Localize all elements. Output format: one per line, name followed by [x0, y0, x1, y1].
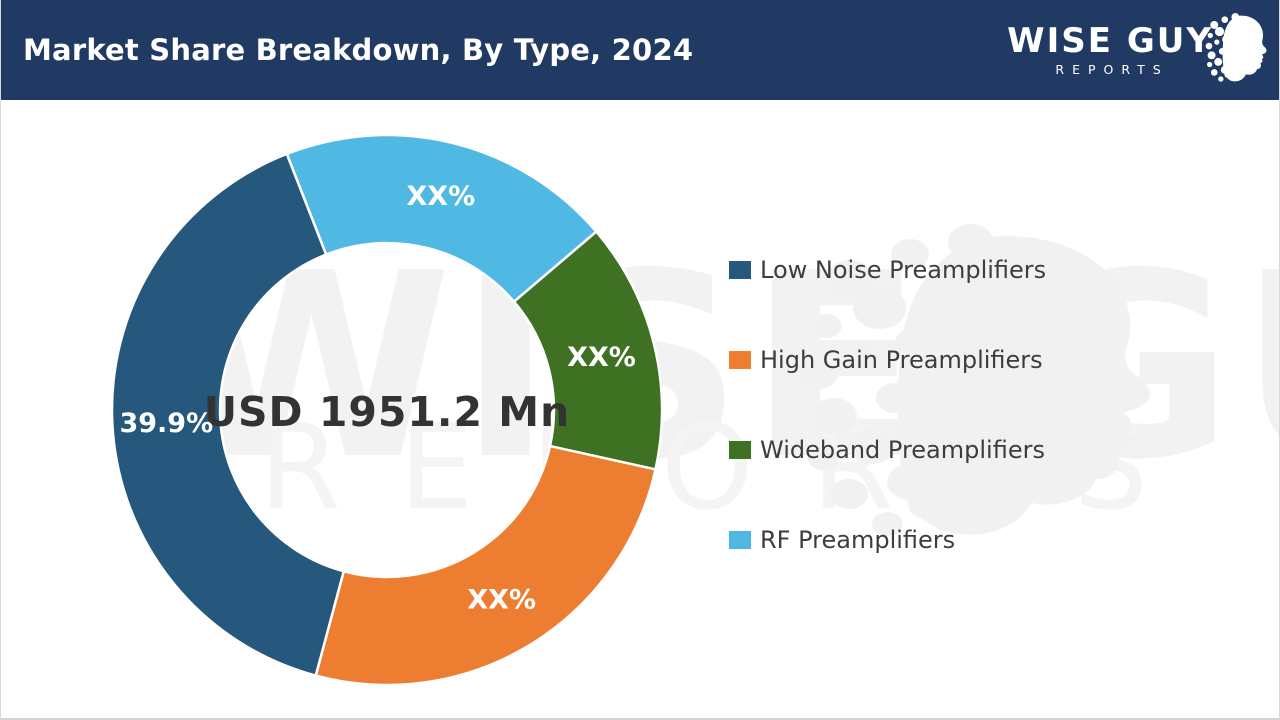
logo-subtitle: REPORTS	[1055, 61, 1169, 77]
segment-label: 39.9%	[119, 408, 213, 439]
logo-wordmark: WISE GUY	[1007, 20, 1213, 61]
donut-chart: 39.9% XX% XX% XX%	[110, 133, 664, 687]
header: Market Share Breakdown, By Type, 2024 WI…	[1, 0, 1279, 100]
page-title: Market Share Breakdown, By Type, 2024	[23, 33, 694, 67]
legend-item: RF Preamplifiers	[729, 522, 1046, 558]
donut-segment-rf-preamplifiers	[285, 133, 598, 303]
legend-item: High Gain Preamplifiers	[729, 342, 1046, 378]
legend-swatch	[729, 261, 751, 279]
logo-face-icon	[1205, 13, 1267, 82]
donut-segment-high-gain-preamplifiers	[314, 444, 657, 687]
legend-swatch	[729, 351, 751, 369]
legend-label: High Gain Preamplifiers	[760, 346, 1043, 374]
legend-label: RF Preamplifiers	[760, 526, 956, 554]
segment-label: XX%	[406, 181, 475, 212]
legend-item: Low Noise Preamplifiers	[729, 252, 1046, 288]
legend-label: Low Noise Preamplifiers	[760, 256, 1047, 284]
donut-segment-low-noise-preamplifiers	[110, 152, 346, 677]
legend-label: Wideband Preamplifiers	[760, 436, 1045, 464]
legend-item: Wideband Preamplifiers	[729, 432, 1046, 468]
legend-swatch	[729, 441, 751, 459]
segment-label: XX%	[467, 584, 536, 615]
chart-legend: Low Noise Preamplifiers High Gain Preamp…	[729, 252, 1046, 612]
legend-swatch	[729, 531, 751, 549]
donut-center-value: USD 1951.2 Mn	[203, 388, 571, 436]
wiseguy-logo: WISE GUY REPORTS	[1007, 7, 1271, 93]
segment-label: XX%	[567, 342, 636, 373]
